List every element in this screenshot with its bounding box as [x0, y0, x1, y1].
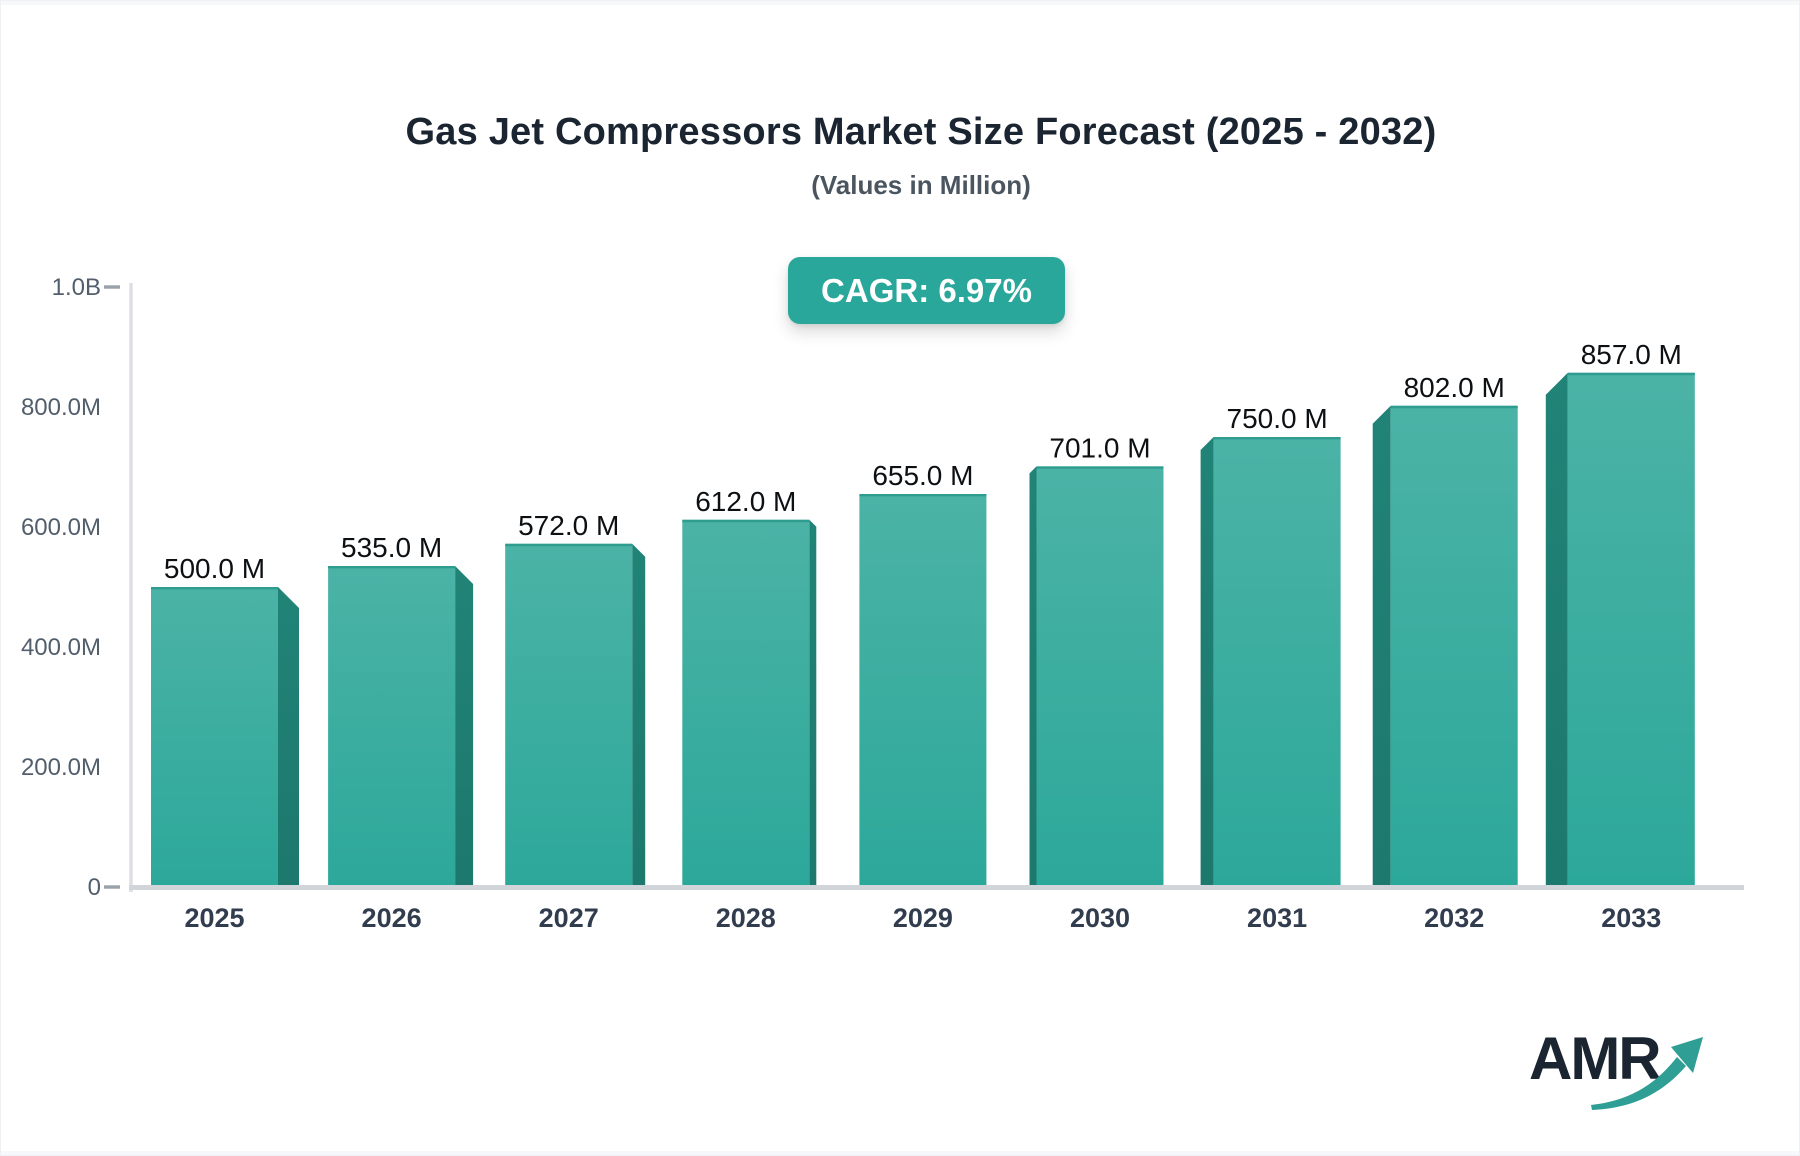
chart-title: Gas Jet Compressors Market Size Forecast…	[405, 111, 1437, 153]
y-axis-tick-label: 600.0M	[21, 514, 101, 541]
bar-side-2025	[278, 587, 299, 887]
x-axis-label-2028: 2028	[716, 903, 776, 933]
bar-value-label-2026: 535.0 M	[341, 532, 442, 563]
cagr-badge-label: CAGR: 6.97%	[821, 271, 1032, 309]
chart-subtitle: (Values in Million)	[811, 170, 1031, 200]
bar-2030	[1036, 466, 1164, 887]
x-axis-label-2030: 2030	[1070, 903, 1130, 933]
arrow-head	[1671, 1037, 1703, 1073]
bar-value-label-2031: 750.0 M	[1227, 403, 1328, 434]
chart-header: Gas Jet Compressors Market Size Forecast…	[41, 111, 1799, 201]
y-axis-tick-label: 800.0M	[21, 394, 101, 421]
bar-2031	[1213, 437, 1341, 887]
x-axis-label-2032: 2032	[1424, 903, 1484, 933]
bar-side-2027	[632, 543, 646, 887]
x-axis-label-2029: 2029	[893, 903, 953, 933]
y-axis-tick-label: 0	[88, 874, 101, 901]
x-axis-label-2027: 2027	[539, 903, 599, 933]
bar-value-label-2028: 612.0 M	[695, 486, 796, 517]
cagr-badge: CAGR: 6.97%	[788, 257, 1065, 324]
x-axis-label-2025: 2025	[184, 903, 244, 933]
bar-2028	[682, 519, 810, 887]
bar-side-2030	[1029, 466, 1037, 887]
bar-2027	[505, 543, 633, 887]
arrow-swoosh	[1591, 1057, 1686, 1110]
y-axis-tick-label: 1.0B	[52, 274, 101, 301]
bar-value-label-2029: 655.0 M	[872, 460, 973, 491]
x-axis-line	[129, 885, 1744, 890]
bar-2029	[859, 494, 987, 887]
bar-value-label-2033: 857.0 M	[1581, 339, 1682, 370]
bar-value-label-2027: 572.0 M	[518, 510, 619, 541]
bar-side-2026	[455, 566, 474, 887]
bar-side-2028	[809, 519, 817, 887]
bar-2032	[1390, 405, 1518, 887]
bar-value-label-2030: 701.0 M	[1049, 432, 1150, 463]
x-axis-label-2026: 2026	[362, 903, 422, 933]
bottom-edge-strip	[1, 1151, 1799, 1155]
bar-2025	[151, 587, 278, 887]
bar-side-2033	[1545, 372, 1568, 887]
x-axis-label-2031: 2031	[1247, 903, 1307, 933]
y-axis-tick-label: 200.0M	[21, 754, 101, 781]
y-axis-tick-dash	[104, 285, 120, 289]
x-axis-label-2033: 2033	[1601, 903, 1661, 933]
bar-2033	[1567, 372, 1695, 887]
growth-arrow-icon	[1591, 1037, 1703, 1110]
y-axis-tick-label: 400.0M	[21, 634, 101, 661]
amr-logo: AMR	[1529, 1029, 1724, 1124]
amr-logo-text: AMR	[1529, 1025, 1662, 1092]
y-axis-tick-dash	[104, 885, 120, 889]
bar-value-label-2025: 500.0 M	[164, 553, 265, 584]
y-axis-line	[129, 283, 133, 892]
bar-side-2032	[1372, 405, 1391, 887]
bar-side-2031	[1200, 437, 1214, 887]
bar-2026	[328, 566, 456, 887]
top-edge-strip	[1, 1, 1799, 5]
bar-value-label-2032: 802.0 M	[1404, 372, 1505, 403]
